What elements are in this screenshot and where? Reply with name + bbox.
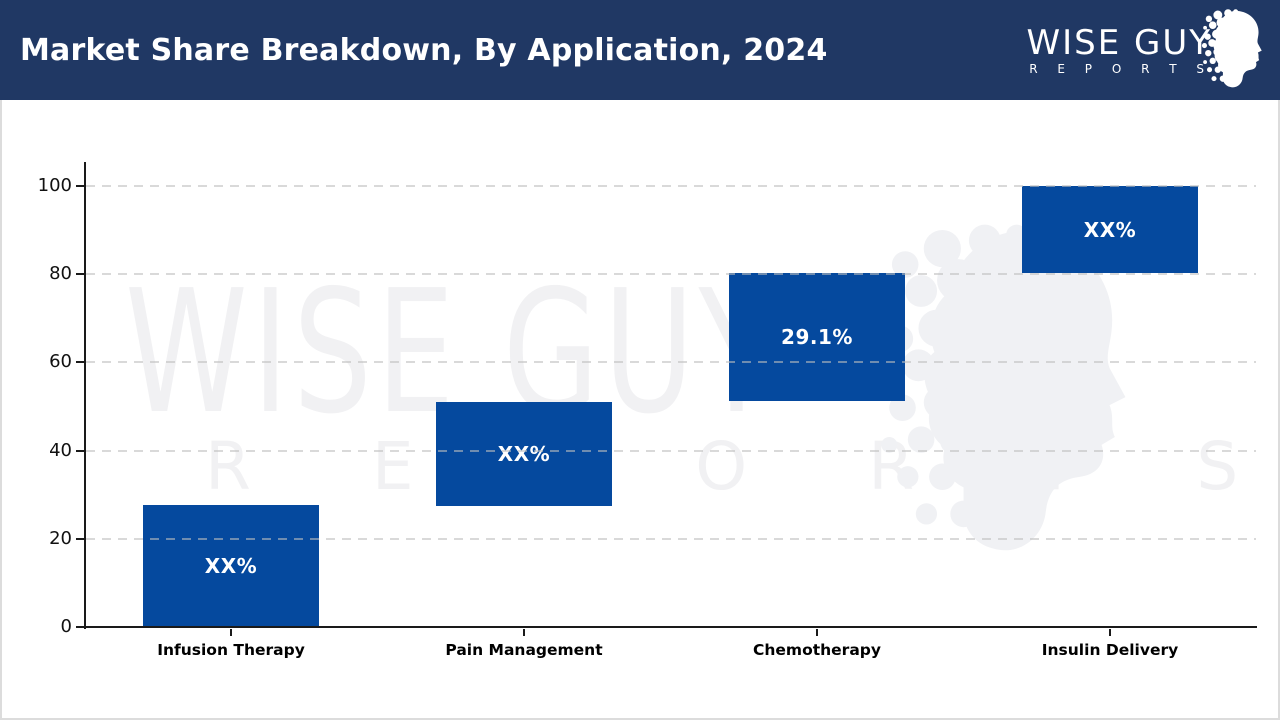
y-tick-label: 100 <box>37 175 72 196</box>
bar-value-label: XX% <box>497 442 551 466</box>
bar: 29.1% <box>729 273 905 401</box>
x-category-label: Insulin Delivery <box>1041 641 1179 659</box>
logo-tagline-text: R E P O R T S <box>1029 61 1212 76</box>
chart-area: WISE GUY R E P O R T S 0 20 40 60 80 100 XX% XX… <box>0 100 1280 720</box>
logo-text: WISE GUY R E P O R T S <box>1026 26 1212 75</box>
y-tick-mark <box>76 361 85 363</box>
y-tick-mark <box>76 185 85 187</box>
x-tick-mark <box>523 629 525 636</box>
y-axis <box>84 162 86 629</box>
y-tick-mark <box>76 273 85 275</box>
bar: XX% <box>436 402 612 506</box>
gridline <box>86 185 1256 187</box>
y-tick-mark <box>76 538 85 540</box>
y-tick-label: 60 <box>49 351 72 372</box>
bar: XX% <box>1022 186 1198 273</box>
wiseguy-logo: WISE GUY R E P O R T S <box>1026 8 1270 92</box>
x-tick-mark <box>1109 629 1111 636</box>
y-tick-label: 40 <box>49 440 72 461</box>
wiseguy-head-icon <box>1201 9 1262 88</box>
x-tick-mark <box>816 629 818 636</box>
x-category-label: Chemotherapy <box>753 641 881 659</box>
x-category-label: Infusion Therapy <box>157 641 305 659</box>
x-axis <box>84 626 1257 628</box>
logo-brand-text: WISE GUY <box>1026 22 1212 63</box>
y-tick-mark <box>76 626 85 628</box>
gridline <box>86 361 1256 363</box>
x-tick-mark <box>230 629 232 636</box>
bar-value-label: 29.1% <box>781 325 853 349</box>
gridline <box>86 450 1256 452</box>
gridline <box>86 273 1256 275</box>
bar: XX% <box>143 505 319 627</box>
bar-value-label: XX% <box>204 554 258 578</box>
header-bar: Market Share Breakdown, By Application, … <box>0 0 1280 100</box>
y-tick-label: 20 <box>49 528 72 549</box>
y-tick-label: 0 <box>60 616 72 637</box>
x-category-label: Pain Management <box>445 641 603 659</box>
y-tick-label: 80 <box>49 263 72 284</box>
bar-value-label: XX% <box>1083 217 1137 242</box>
chart-title: Market Share Breakdown, By Application, … <box>20 32 828 68</box>
gridline <box>86 538 1256 540</box>
y-tick-mark <box>76 450 85 452</box>
plot: 0 20 40 60 80 100 XX% XX% 29.1% XX% Infusion Thera… <box>0 100 1280 720</box>
